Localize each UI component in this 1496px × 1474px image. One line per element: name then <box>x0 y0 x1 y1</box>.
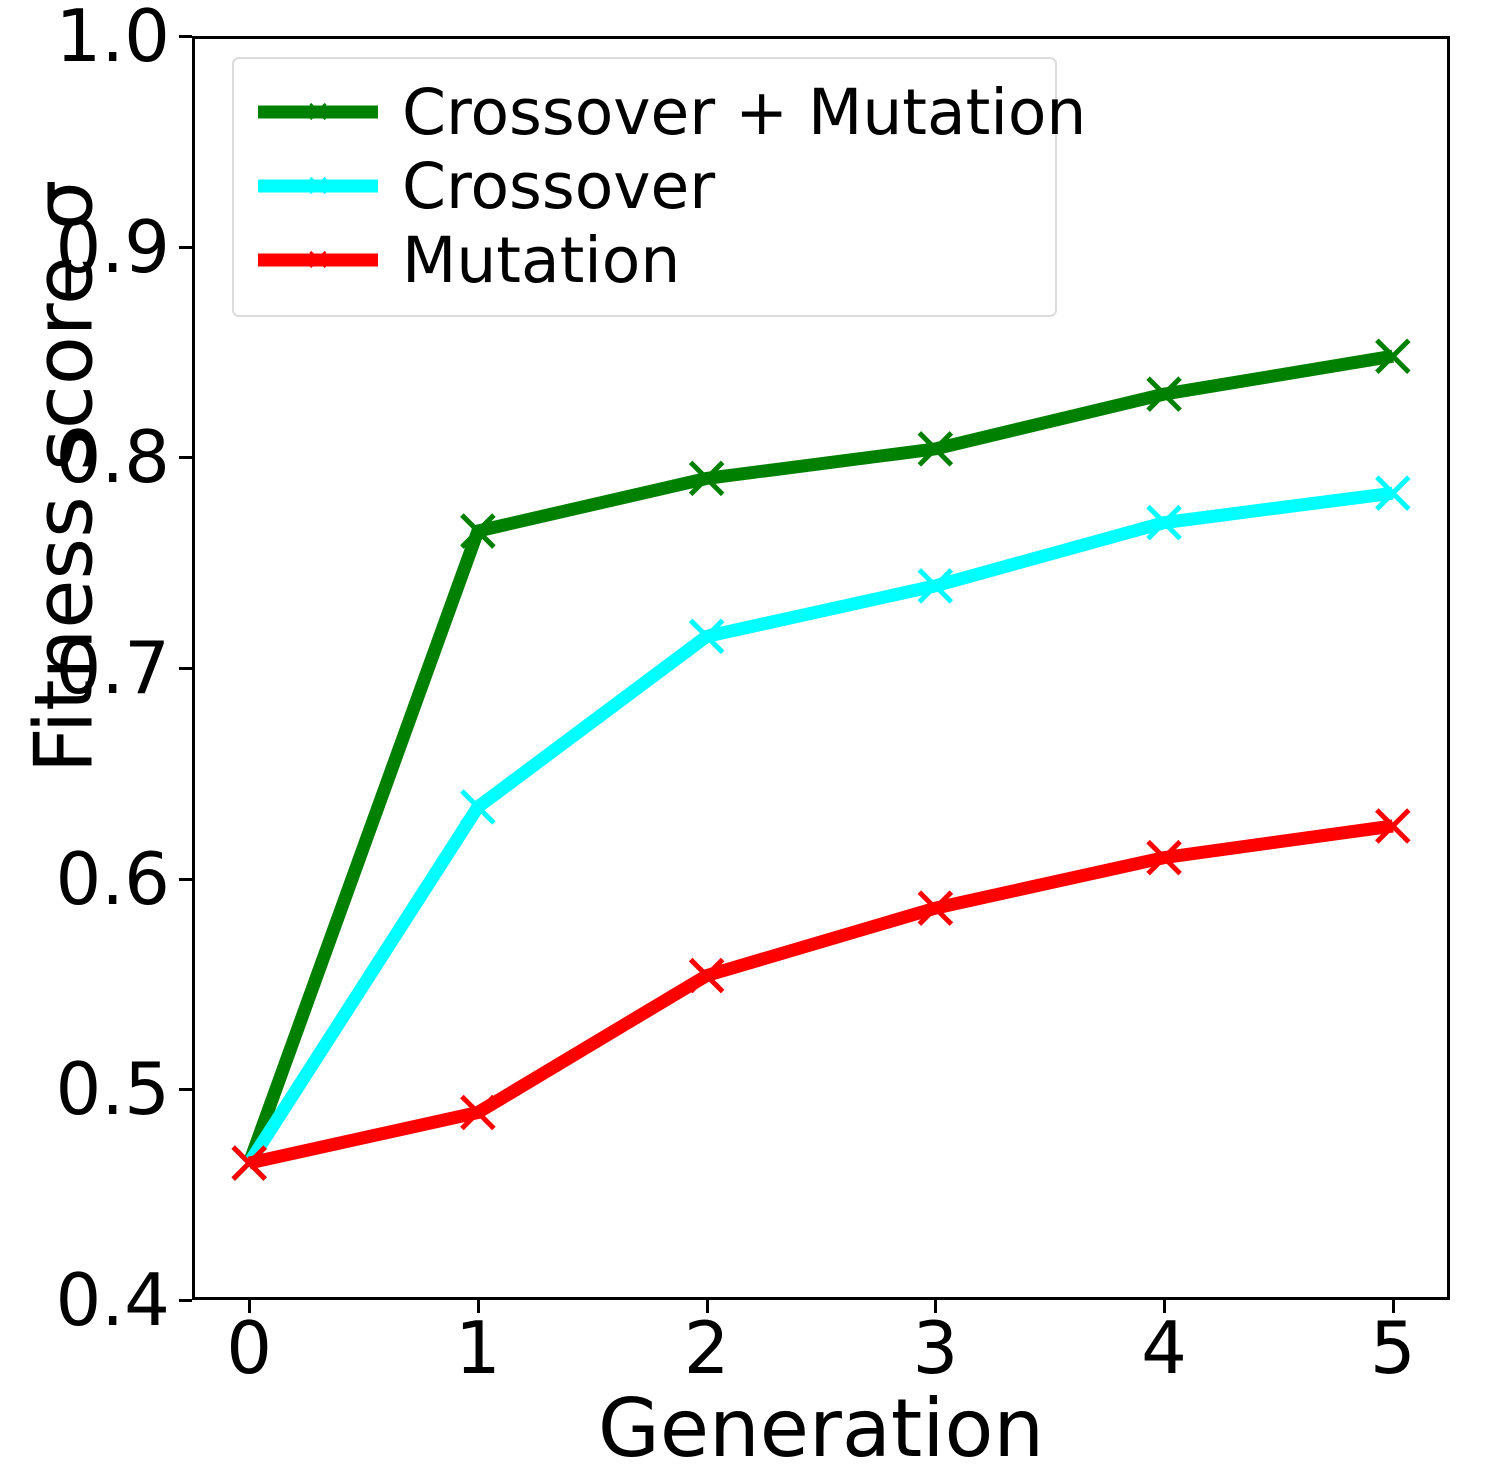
legend-swatch: × <box>258 240 378 280</box>
series-line <box>243 486 1394 1167</box>
legend-item[interactable]: × Mutation <box>258 223 1031 297</box>
legend-line <box>258 105 378 119</box>
x-tick-mark <box>705 1300 709 1313</box>
y-tick-mark <box>179 35 192 38</box>
data-point-marker <box>1146 376 1182 412</box>
y-tick-mark <box>179 245 192 249</box>
chart-lines <box>231 338 1411 1181</box>
data-point-marker <box>231 1145 267 1181</box>
x-tick-label: 5 <box>1369 1306 1416 1390</box>
x-tick-label: 3 <box>912 1306 959 1390</box>
y-tick-label: 0.6 <box>55 836 170 921</box>
legend-marker-x-icon: × <box>305 168 331 203</box>
data-point-marker <box>1375 338 1411 374</box>
y-tick-mark <box>179 456 192 460</box>
legend-marker-x-icon: × <box>305 242 331 277</box>
chart-legend[interactable]: × Crossover + Mutation × Crossover × Mutation <box>232 57 1086 317</box>
y-tick-label: 0.8 <box>55 415 170 500</box>
data-point-marker <box>460 1094 496 1131</box>
series-line <box>243 349 1394 1166</box>
data-point-marker <box>688 460 725 497</box>
y-tick-label: 0.5 <box>55 1047 170 1132</box>
y-tick-label: 0.7 <box>55 626 170 710</box>
data-point-marker <box>1146 504 1182 541</box>
x-tick-label: 4 <box>1141 1306 1187 1390</box>
x-tick-label: 2 <box>683 1306 730 1390</box>
y-tick-mark <box>179 667 192 670</box>
legend-swatch: × <box>258 92 378 132</box>
y-tick-label: 0.9 <box>55 204 170 289</box>
x-tick-mark <box>248 1300 252 1313</box>
x-tick-label: 1 <box>455 1306 501 1390</box>
x-tick-label: 0 <box>226 1306 273 1390</box>
y-tick-label: 0.4 <box>55 1258 170 1342</box>
data-point-marker <box>917 431 954 467</box>
y-tick-mark <box>179 877 192 881</box>
legend-item[interactable]: × Crossover <box>258 149 1031 223</box>
data-point-marker <box>460 789 496 825</box>
x-tick-mark <box>934 1300 938 1313</box>
data-point-marker <box>1375 808 1411 844</box>
legend-line <box>258 253 378 267</box>
x-tick-mark <box>1163 1300 1167 1313</box>
x-axis-title: Generation <box>597 1382 1045 1474</box>
x-tick-mark <box>1391 1300 1395 1313</box>
legend-label: Mutation <box>402 223 681 297</box>
y-tick-mark <box>179 1088 192 1092</box>
data-point-marker <box>917 568 954 604</box>
data-point-marker <box>688 957 725 994</box>
legend-swatch: × <box>258 166 378 206</box>
data-point-marker <box>1375 475 1411 511</box>
data-point-marker <box>1146 839 1182 876</box>
series-line <box>247 819 1394 1170</box>
legend-item[interactable]: × Crossover + Mutation <box>258 75 1086 149</box>
legend-line <box>258 179 378 193</box>
data-point-marker <box>460 513 496 549</box>
y-tick-mark <box>179 1299 192 1302</box>
data-point-marker <box>917 890 954 926</box>
legend-label: Crossover + Mutation <box>402 75 1087 149</box>
y-tick-label: 1.0 <box>55 0 170 78</box>
data-point-marker <box>688 618 725 655</box>
legend-label: Crossover <box>402 149 716 223</box>
x-tick-mark <box>476 1300 480 1313</box>
legend-marker-x-icon: × <box>305 94 331 129</box>
